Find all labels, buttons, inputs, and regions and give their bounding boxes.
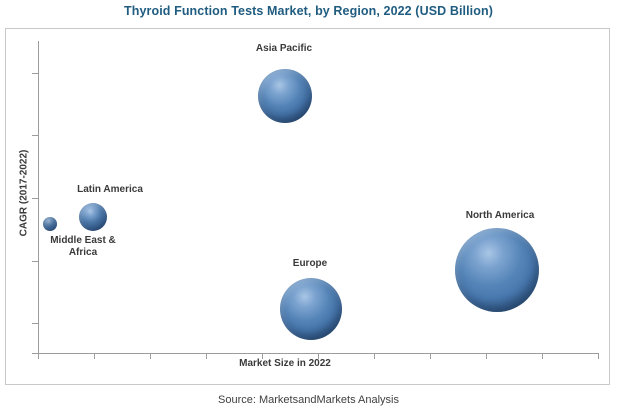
source-attribution: Source: MarketsandMarkets Analysis [218,394,399,406]
bubble-europe [280,278,342,340]
bubble-label-latin-america: Latin America [77,184,143,195]
x-axis-tick [318,353,319,359]
x-axis-tick [486,353,487,359]
x-axis-tick [206,353,207,359]
bubble-label-middle-east-africa: Middle East & Africa [50,235,116,258]
x-axis-tick [430,353,431,359]
bubble-north-america [455,228,539,312]
y-axis-tick [32,323,38,324]
y-axis-tick [32,73,38,74]
x-axis-tick [38,353,39,359]
chart-title: Thyroid Function Tests Market, by Region… [123,4,493,18]
y-axis-tick [32,261,38,262]
x-axis-tick [374,353,375,359]
x-axis-tick [262,353,263,359]
x-axis-tick [598,353,599,359]
x-axis-title: Market Size in 2022 [239,358,331,369]
bubble-label-north-america: North America [465,210,535,221]
y-axis-tick [32,353,38,354]
x-axis-tick [94,353,95,359]
bubble-label-asia-pacific: Asia Pacific [255,43,313,54]
y-axis-title: CAGR (2017-2022) [18,149,30,237]
y-axis-line [38,41,39,353]
bubble-asia-pacific [258,69,312,123]
bubble-latin-america [79,203,107,231]
bubble-label-europe: Europe [292,258,328,269]
y-axis-tick [32,198,38,199]
x-axis-tick [542,353,543,359]
x-axis-tick [150,353,151,359]
y-axis-tick [32,135,38,136]
bubble-middle-east-africa [43,217,57,231]
